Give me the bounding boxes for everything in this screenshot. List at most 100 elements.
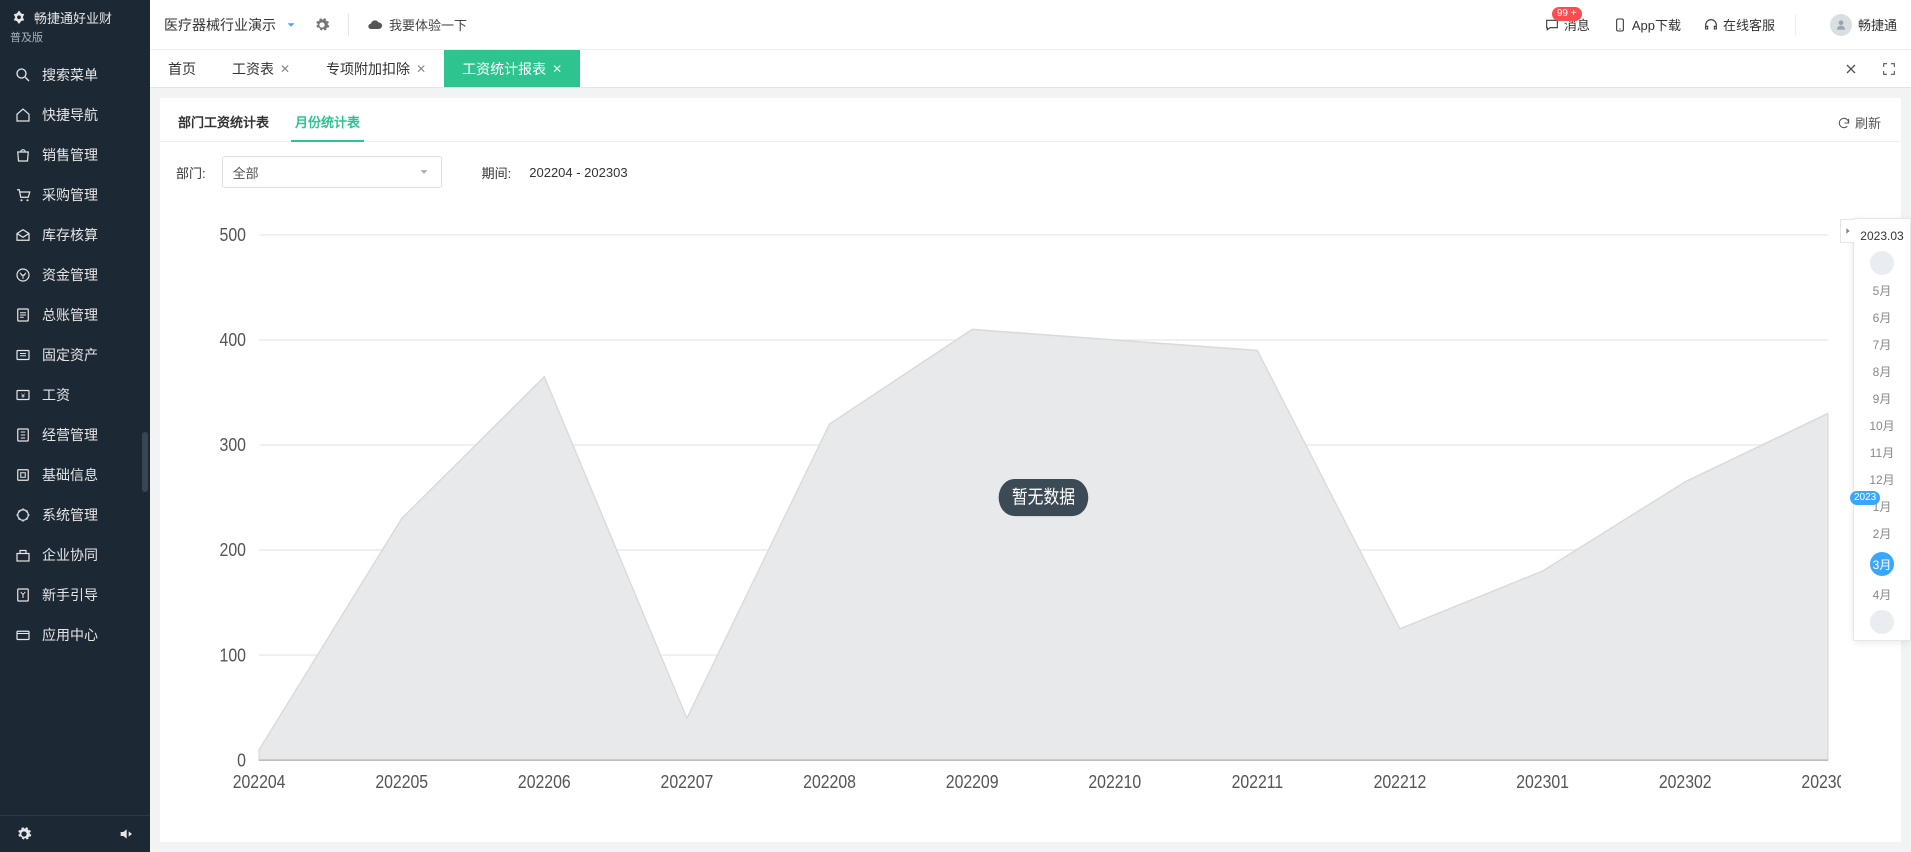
sidebar-item-search[interactable]: 搜索菜单 — [0, 55, 150, 95]
sidebar-item-label: 固定资产 — [42, 345, 98, 365]
svg-text:202205: 202205 — [375, 771, 428, 793]
sidebar-item-apps[interactable]: 应用中心 — [0, 615, 150, 655]
tab-label: 首页 — [168, 59, 196, 79]
app-download-button[interactable]: App下载 — [1612, 15, 1681, 34]
svg-text:202303: 202303 — [1801, 771, 1841, 793]
month-item-11月[interactable]: 11月 — [1854, 439, 1910, 466]
base-icon — [14, 466, 32, 484]
sidebar-logo: 畅捷通好业财 — [0, 0, 150, 29]
salary-icon: ¥ — [14, 386, 32, 404]
close-icon[interactable]: ✕ — [552, 62, 562, 76]
org-name: 医疗器械行业演示 — [164, 15, 276, 35]
svg-text:400: 400 — [220, 329, 246, 351]
month-item-10月[interactable]: 10月 — [1854, 412, 1910, 439]
svg-text:202207: 202207 — [661, 771, 714, 793]
sidebar-item-home[interactable]: 快捷导航 — [0, 95, 150, 135]
svg-text:500: 500 — [220, 224, 246, 246]
sys-icon — [14, 506, 32, 524]
month-item-12月[interactable]: 12月 — [1854, 466, 1910, 493]
logo-version: 普及版 — [0, 29, 150, 55]
org-selector[interactable]: 医疗器械行业演示 — [164, 15, 298, 35]
sidebar: 畅捷通好业财 普及版 搜索菜单快捷导航销售管理采购管理库存核算资金管理总账管理固… — [0, 0, 150, 852]
subtab-部门工资统计表[interactable]: 部门工资统计表 — [174, 104, 273, 141]
sidebar-item-salary[interactable]: ¥工资 — [0, 375, 150, 415]
messages-button[interactable]: 99 + 消息 — [1544, 15, 1590, 34]
month-item-9月[interactable]: 9月 — [1854, 385, 1910, 412]
main: 医疗器械行业演示 我要体验一下 99 + 消 — [150, 0, 1911, 852]
try-experience-label: 我要体验一下 — [389, 15, 467, 34]
sidebar-item-cart[interactable]: 采购管理 — [0, 175, 150, 215]
dept-select[interactable]: 全部 — [222, 156, 442, 188]
logo-icon — [10, 9, 28, 27]
month-item-7月[interactable]: 7月 — [1854, 331, 1910, 358]
month-rail-scroll-down[interactable] — [1870, 610, 1894, 634]
fullscreen-button[interactable] — [1875, 55, 1903, 83]
sidebar-item-sys[interactable]: 系统管理 — [0, 495, 150, 535]
sidebar-item-label: 搜索菜单 — [42, 65, 98, 85]
refresh-label: 刷新 — [1855, 113, 1881, 132]
tab-工资统计报表[interactable]: 工资统计报表✕ — [444, 50, 580, 87]
sidebar-item-label: 基础信息 — [42, 465, 98, 485]
tab-label: 专项附加扣除 — [326, 59, 410, 79]
dept-label: 部门: — [176, 163, 206, 182]
refresh-icon — [1837, 116, 1851, 130]
tabstrip-tools — [1837, 50, 1911, 87]
month-item-6月[interactable]: 6月 — [1854, 304, 1910, 331]
online-service-button[interactable]: 在线客服 — [1703, 15, 1775, 34]
month-item-4月[interactable]: 4月 — [1854, 581, 1910, 608]
sidebar-items: 搜索菜单快捷导航销售管理采购管理库存核算资金管理总账管理固定资产 ¥工资经营管理基… — [0, 55, 150, 815]
user-menu[interactable]: 畅捷通 — [1830, 14, 1897, 36]
period-value: 202204 - 202303 — [529, 165, 627, 180]
tab-专项附加扣除[interactable]: 专项附加扣除 ✕ — [308, 50, 444, 87]
period-block: 期间: 202204 - 202303 — [482, 163, 628, 182]
sidebar-item-biz[interactable]: 经营管理 — [0, 415, 150, 455]
sidebar-item-label: 经营管理 — [42, 425, 98, 445]
month-item-1月[interactable]: 20231月 — [1854, 493, 1910, 520]
month-item-3月[interactable]: 3月 — [1854, 547, 1910, 581]
dept-value: 全部 — [233, 163, 259, 182]
try-experience-button[interactable]: 我要体验一下 — [367, 15, 467, 34]
asset-icon — [14, 346, 32, 364]
month-item-8月[interactable]: 8月 — [1854, 358, 1910, 385]
sidebar-item-stock[interactable]: 库存核算 — [0, 215, 150, 255]
sidebar-item-ledger[interactable]: 总账管理 — [0, 295, 150, 335]
svg-text:200: 200 — [220, 539, 246, 561]
refresh-button[interactable]: 刷新 — [1837, 113, 1887, 132]
sidebar-item-asset[interactable]: 固定资产 — [0, 335, 150, 375]
sidebar-item-label: 系统管理 — [42, 505, 98, 525]
month-rail: 2023.03 5月6月7月8月9月10月11月12月20231月2月3月4月 — [1853, 218, 1911, 641]
month-item-2月[interactable]: 2月 — [1854, 520, 1910, 547]
sidebar-item-label: 快捷导航 — [42, 105, 98, 125]
month-item-5月[interactable]: 5月 — [1854, 277, 1910, 304]
topbar: 医疗器械行业演示 我要体验一下 99 + 消 — [150, 0, 1911, 50]
home-icon — [14, 106, 32, 124]
guide-icon — [14, 586, 32, 604]
month-rail-collapse-button[interactable] — [1840, 219, 1854, 243]
close-icon[interactable]: ✕ — [280, 62, 290, 76]
subtab-月份统计表[interactable]: 月份统计表 — [291, 104, 364, 141]
close-icon[interactable]: ✕ — [416, 62, 426, 76]
cloud-icon — [367, 17, 383, 33]
coop-icon — [14, 546, 32, 564]
sidebar-item-bag[interactable]: 销售管理 — [0, 135, 150, 175]
stock-icon — [14, 226, 32, 244]
tab-工资表[interactable]: 工资表✕ — [214, 50, 308, 87]
month-rail-header: 2023.03 — [1860, 225, 1903, 249]
chart-area: 0100200300400500202204202205202206202207… — [160, 194, 1901, 842]
sidebar-scrollbar[interactable] — [142, 432, 148, 492]
sidebar-item-guide[interactable]: 新手引导 — [0, 575, 150, 615]
sidebar-item-label: 库存核算 — [42, 225, 98, 245]
gear-icon[interactable] — [314, 17, 330, 33]
settings-icon[interactable] — [14, 824, 34, 844]
subtabs: 部门工资统计表月份统计表 刷新 — [160, 98, 1901, 142]
month-rail-scroll-up[interactable] — [1870, 251, 1894, 275]
tab-首页[interactable]: 首页 — [150, 50, 214, 87]
sidebar-item-base[interactable]: 基础信息 — [0, 455, 150, 495]
bag-icon — [14, 146, 32, 164]
sound-icon[interactable] — [116, 824, 136, 844]
svg-text:暂无数据: 暂无数据 — [1012, 487, 1075, 509]
sidebar-item-money[interactable]: 资金管理 — [0, 255, 150, 295]
sidebar-item-label: 新手引导 — [42, 585, 98, 605]
close-all-tabs-button[interactable] — [1837, 55, 1865, 83]
sidebar-item-coop[interactable]: 企业协同 — [0, 535, 150, 575]
